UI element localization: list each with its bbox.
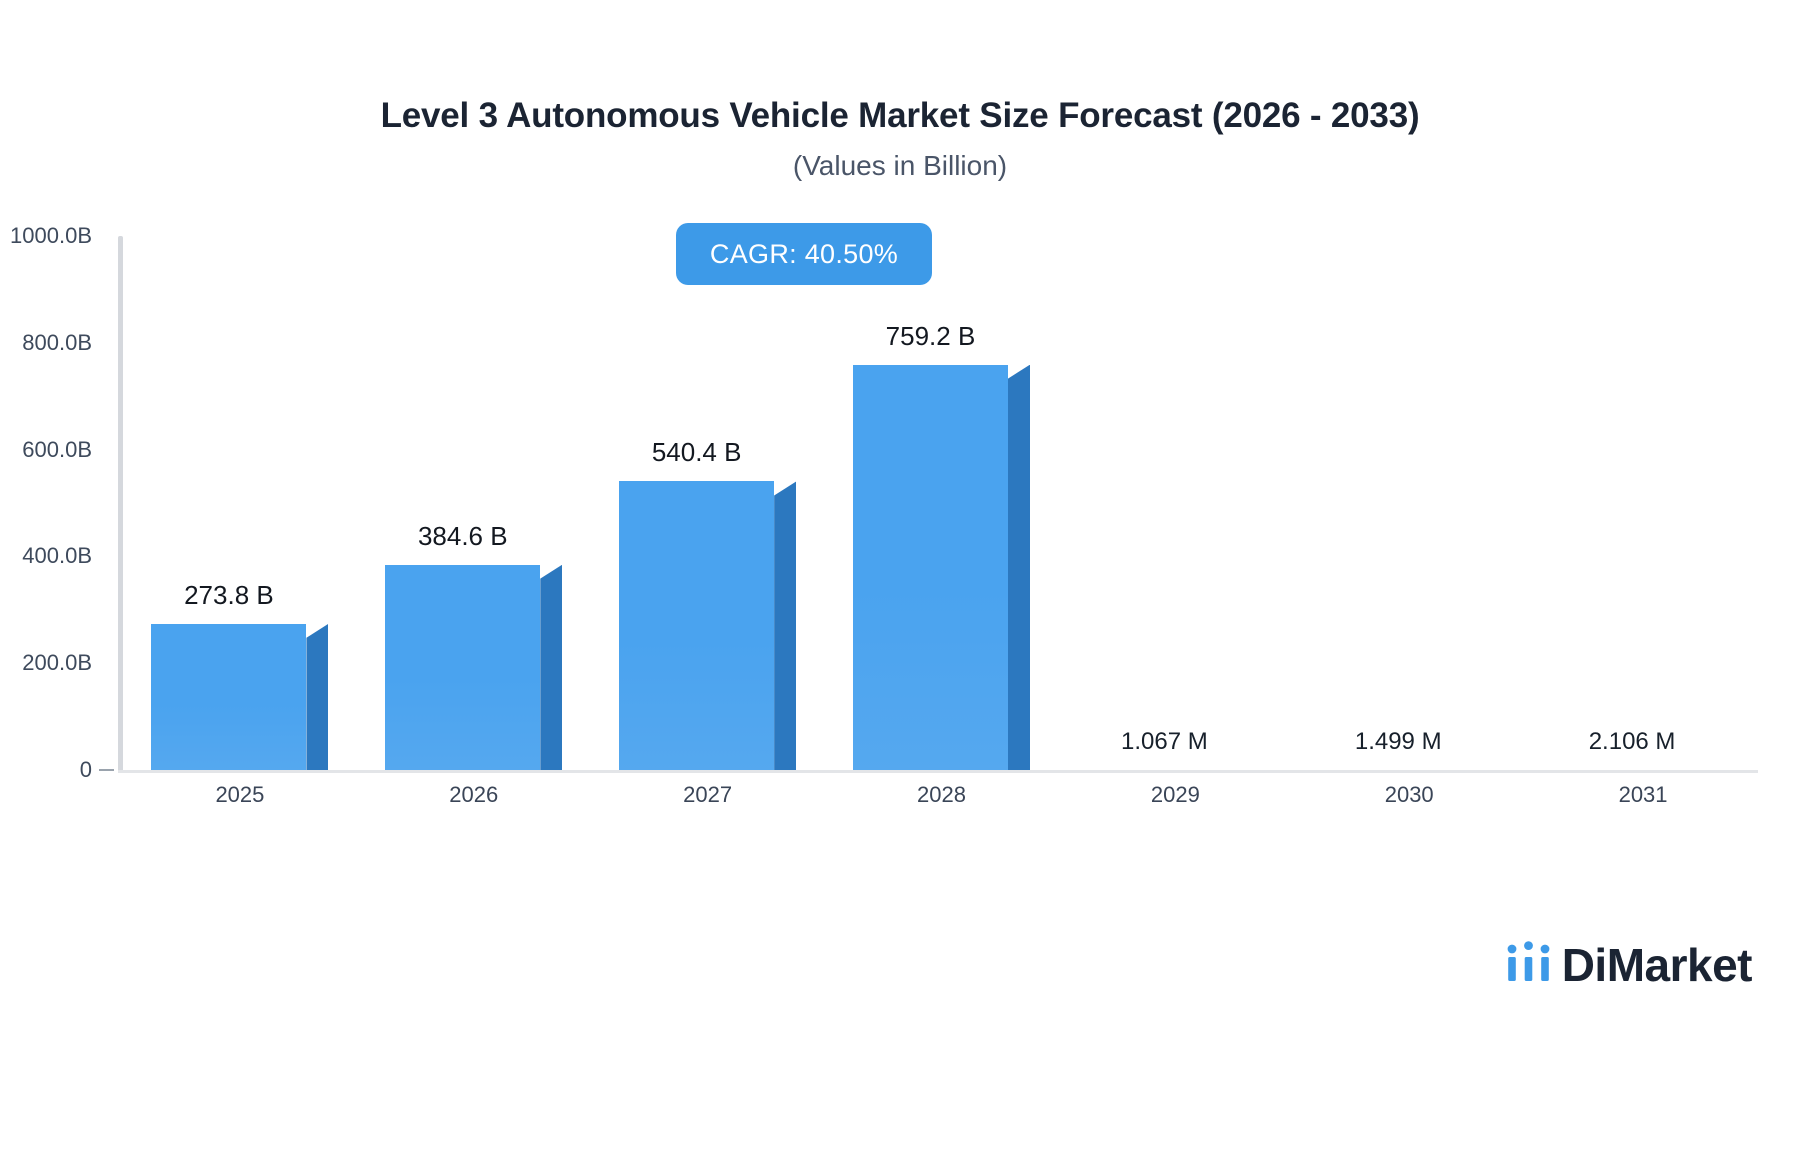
y-axis-tick-label: 1000.0B	[10, 223, 92, 248]
bar-side-face	[1008, 364, 1030, 770]
x-axis-tick-label: 2025	[215, 782, 265, 807]
x-axis-tick-label: 2028	[917, 782, 966, 807]
bar-group: 273.8 B	[151, 236, 329, 770]
bar-group: 540.4 B	[619, 236, 797, 770]
x-axis-tick-label: 2026	[449, 782, 499, 807]
bar[interactable]	[151, 623, 329, 770]
bar-value-label: 273.8 B	[184, 579, 274, 610]
x-axis-tick-label: 2031	[1618, 782, 1668, 807]
x-axis-labels: 2025 2026 2027 2028 2029 2030 2031	[123, 782, 1760, 822]
y-axis-tick-label: 200.0B	[22, 650, 92, 676]
bar-group: 759.2 B	[853, 236, 1030, 770]
brand-name: DiMarket	[1561, 938, 1753, 991]
y-axis-zero-tick	[99, 769, 114, 771]
x-axis-baseline	[118, 770, 1758, 773]
cagr-badge: CAGR: 40.50%	[676, 223, 932, 285]
plot-area: 0 200.0B 400.0B 600.0B 800.0B 1000.0B 273.8 B…	[0, 223, 1800, 782]
bar[interactable]	[619, 481, 797, 770]
bar-series: 273.8 B 384.6 B 540.4 B 759.2 B 1.067 M 1.499…	[123, 236, 1760, 770]
bar-group: 2.106 M	[1555, 236, 1732, 770]
cagr-badge-label: CAGR: 40.50%	[709, 238, 899, 269]
bar-group: 1.067 M	[1087, 236, 1264, 770]
bar-value-label: 540.4 B	[651, 437, 742, 468]
bar-group: 1.499 M	[1321, 236, 1498, 770]
bar-side-face	[306, 623, 329, 770]
bar-front-face	[619, 481, 775, 770]
y-axis-tick-label: 600.0B	[22, 436, 92, 462]
chart-subtitle: (Values in Billion)	[792, 150, 1008, 182]
bar-value-label: 384.6 B	[417, 520, 508, 551]
bar-side-face	[774, 481, 797, 770]
bar-front-face	[151, 623, 307, 770]
y-axis-tick-label: 800.0B	[22, 329, 92, 355]
y-axis-labels: 0 200.0B 400.0B 600.0B 800.0B 1000.0B	[0, 223, 114, 782]
x-axis-tick-label: 2029	[1150, 782, 1200, 807]
x-axis-tick-label: 2030	[1384, 782, 1434, 807]
bar-front-face	[385, 564, 541, 770]
bar-value-label: 2.106 M	[1588, 728, 1676, 756]
bar[interactable]	[385, 564, 563, 770]
y-axis-tick-label: 400.0B	[22, 543, 92, 569]
bar-front-face	[853, 364, 1008, 770]
bar[interactable]	[853, 364, 1030, 770]
brand-logo: DiMarket	[1506, 938, 1753, 991]
bar-chart-icon	[1506, 941, 1552, 988]
title-block: Level 3 Autonomous Vehicle Market Size F…	[0, 96, 1800, 182]
y-axis-line	[118, 236, 123, 772]
bar-value-label: 1.499 M	[1354, 728, 1442, 756]
x-axis-tick-label: 2027	[683, 782, 733, 807]
y-axis-tick-label: 0	[79, 757, 92, 782]
bar-group: 384.6 B	[385, 236, 563, 770]
bar-value-label: 1.067 M	[1120, 728, 1208, 756]
bar-side-face	[540, 564, 563, 770]
bar-value-label: 759.2 B	[885, 320, 976, 351]
page-title: Level 3 Autonomous Vehicle Market Size F…	[380, 96, 1420, 135]
